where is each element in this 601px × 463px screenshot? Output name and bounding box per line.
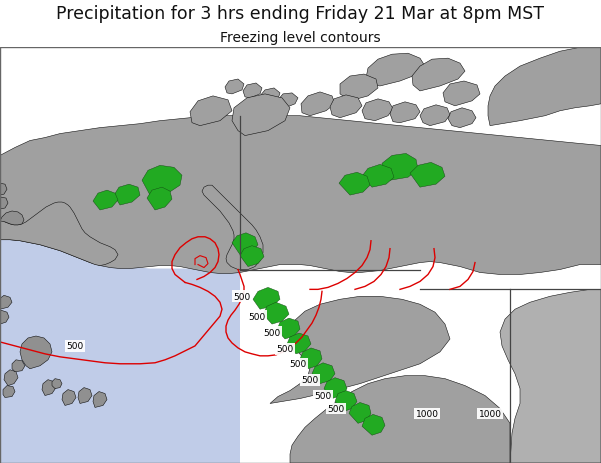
- Polygon shape: [362, 414, 385, 435]
- Polygon shape: [390, 103, 420, 124]
- Polygon shape: [443, 82, 480, 106]
- Polygon shape: [93, 191, 118, 211]
- Text: 1000: 1000: [415, 409, 439, 418]
- Polygon shape: [0, 212, 24, 225]
- Text: 500: 500: [233, 292, 251, 301]
- Polygon shape: [52, 379, 62, 389]
- Text: 500: 500: [263, 328, 281, 337]
- Text: 500: 500: [301, 375, 319, 384]
- Polygon shape: [20, 336, 52, 369]
- Polygon shape: [324, 378, 347, 399]
- Polygon shape: [93, 392, 107, 407]
- Polygon shape: [330, 96, 362, 119]
- Polygon shape: [232, 95, 290, 136]
- Polygon shape: [277, 319, 300, 339]
- Polygon shape: [335, 391, 357, 412]
- Polygon shape: [362, 100, 393, 121]
- Polygon shape: [147, 188, 172, 211]
- Polygon shape: [349, 403, 371, 423]
- Text: 500: 500: [328, 404, 344, 413]
- Polygon shape: [382, 154, 418, 181]
- Polygon shape: [62, 390, 76, 406]
- Polygon shape: [232, 233, 258, 255]
- Polygon shape: [488, 48, 601, 126]
- Polygon shape: [260, 89, 280, 104]
- Polygon shape: [270, 297, 450, 404]
- Polygon shape: [290, 376, 510, 463]
- Polygon shape: [312, 363, 335, 384]
- Polygon shape: [263, 303, 289, 325]
- Polygon shape: [240, 246, 264, 267]
- Polygon shape: [0, 296, 12, 310]
- Polygon shape: [243, 84, 262, 99]
- Polygon shape: [287, 333, 311, 354]
- Polygon shape: [225, 80, 244, 95]
- Polygon shape: [420, 106, 450, 126]
- Polygon shape: [362, 165, 394, 188]
- Text: 500: 500: [276, 344, 294, 354]
- Polygon shape: [0, 203, 118, 266]
- Polygon shape: [42, 380, 56, 396]
- Polygon shape: [500, 290, 601, 463]
- Polygon shape: [339, 173, 370, 196]
- Text: Freezing level contours: Freezing level contours: [220, 31, 381, 44]
- Polygon shape: [202, 186, 263, 270]
- Polygon shape: [253, 288, 280, 310]
- Polygon shape: [3, 386, 15, 398]
- Polygon shape: [366, 54, 425, 87]
- Text: 1000: 1000: [478, 409, 501, 418]
- Polygon shape: [300, 348, 322, 369]
- Text: 500: 500: [66, 342, 84, 350]
- Text: 500: 500: [289, 359, 307, 369]
- Polygon shape: [412, 59, 465, 92]
- Polygon shape: [0, 311, 9, 325]
- Polygon shape: [340, 75, 378, 101]
- Polygon shape: [114, 185, 140, 206]
- Polygon shape: [12, 360, 25, 372]
- Polygon shape: [0, 117, 601, 275]
- Polygon shape: [410, 163, 445, 188]
- Polygon shape: [448, 108, 476, 128]
- Polygon shape: [142, 166, 182, 196]
- Polygon shape: [0, 198, 8, 210]
- Polygon shape: [278, 94, 298, 108]
- Polygon shape: [0, 235, 240, 463]
- Text: 500: 500: [314, 391, 332, 400]
- Text: 500: 500: [248, 312, 266, 321]
- Polygon shape: [190, 97, 232, 126]
- Polygon shape: [301, 93, 335, 117]
- Polygon shape: [4, 370, 18, 386]
- Text: Precipitation for 3 hrs ending Friday 21 Mar at 8pm MST: Precipitation for 3 hrs ending Friday 21…: [56, 6, 545, 24]
- Polygon shape: [78, 388, 92, 404]
- Polygon shape: [0, 184, 7, 196]
